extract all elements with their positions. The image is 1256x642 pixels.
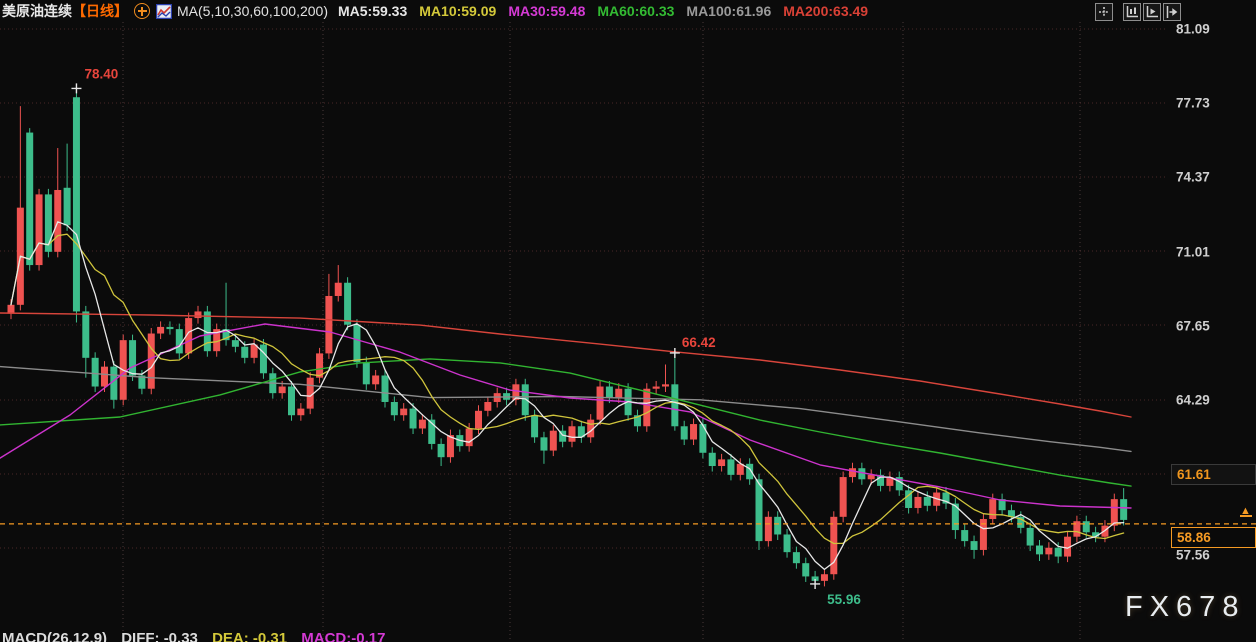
ma10-value: MA10:59.09	[419, 3, 497, 19]
diff-value: DIFF: -0.33	[121, 630, 198, 642]
axis-candles-icon[interactable]	[1123, 3, 1141, 21]
move-crosshair-icon[interactable]	[1095, 3, 1113, 21]
add-indicator-icon[interactable]	[134, 3, 150, 19]
svg-text:78.40: 78.40	[84, 66, 118, 81]
chart-toolbar	[1093, 3, 1181, 21]
period-label[interactable]: 【日线】	[72, 3, 128, 19]
axis-shift-icon[interactable]	[1163, 3, 1181, 21]
chart-header-bar: 美原油连续 【日线】 MA(5,10,30,60,100,200) MA5:59…	[0, 0, 1256, 22]
price-axis-label: 67.65	[1176, 318, 1210, 334]
svg-text:66.42: 66.42	[682, 335, 716, 350]
dea-value: DEA: -0.31	[212, 630, 288, 642]
ma30-value: MA30:59.48	[508, 3, 586, 19]
macd-value: MACD:-0.17	[301, 630, 386, 642]
macd-params-label: MACD(26,12,9)	[2, 630, 108, 642]
ma100-value: MA100:61.96	[686, 3, 772, 19]
last-price-arrow-icon: ▲	[1240, 505, 1252, 517]
price-axis-label: 77.73	[1176, 95, 1210, 111]
watermark-fx678: FX678	[1125, 591, 1246, 623]
last-price-box: 58.86	[1171, 527, 1256, 548]
instrument-title: 美原油连续	[2, 3, 72, 19]
price-axis-label: 81.09	[1176, 21, 1210, 37]
ma60-value: MA60:60.33	[597, 3, 675, 19]
ma200-value: MA200:63.49	[783, 3, 869, 19]
svg-text:55.96: 55.96	[827, 592, 861, 607]
price-axis-label: 71.01	[1176, 244, 1210, 260]
axis-play-icon[interactable]	[1143, 3, 1161, 21]
price-axis-label: 57.56	[1176, 547, 1210, 563]
ma5-value: MA5:59.33	[338, 3, 408, 19]
macd-status-row: MACD(26,12,9) DIFF: -0.33 DEA: -0.31 MAC…	[2, 630, 395, 642]
ma-overview-label: MA(5,10,30,60,100,200)	[177, 3, 328, 19]
price-axis-label: 74.37	[1176, 169, 1210, 185]
chart-type-icon[interactable]	[156, 3, 172, 19]
price-axis-label: 64.29	[1176, 392, 1210, 408]
marked-level-box: 61.61	[1171, 464, 1256, 485]
